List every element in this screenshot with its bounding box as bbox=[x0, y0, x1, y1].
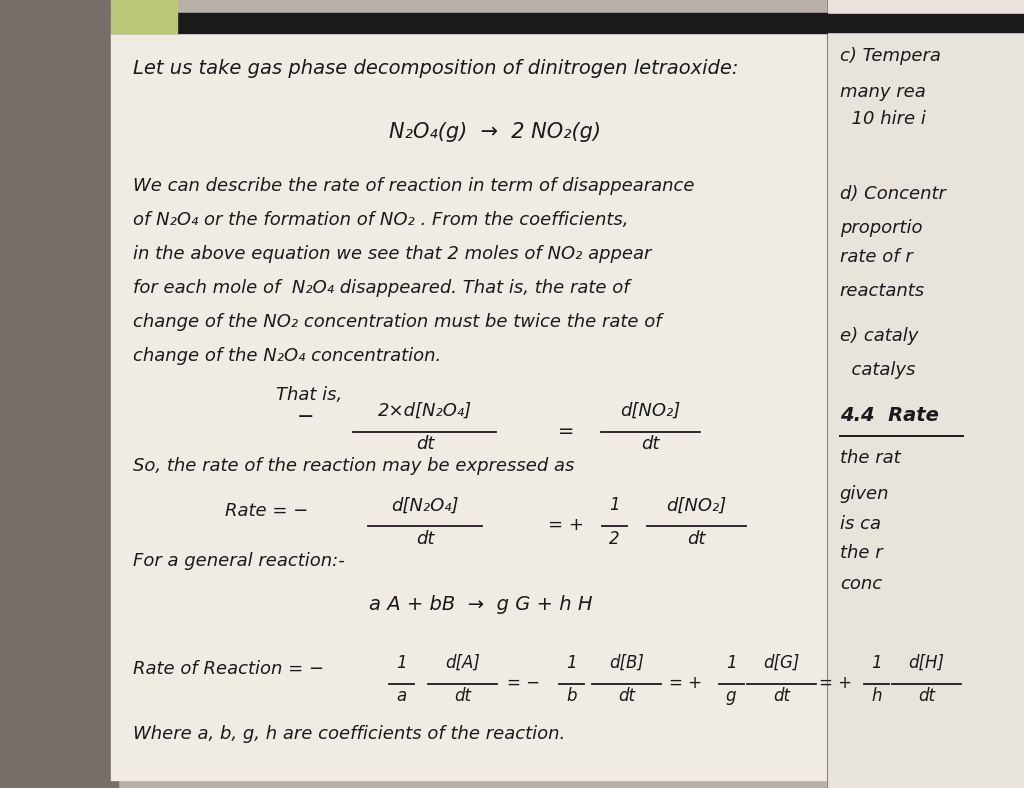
Bar bbox=[827, 14, 1024, 32]
Text: 2: 2 bbox=[609, 530, 620, 548]
Text: 4.4  Rate: 4.4 Rate bbox=[840, 406, 939, 425]
Text: dt: dt bbox=[919, 687, 935, 705]
Bar bbox=[827, 0, 1024, 788]
Text: dt: dt bbox=[687, 530, 706, 548]
Text: d[N₂O₄]: d[N₂O₄] bbox=[391, 496, 459, 515]
Text: d[A]: d[A] bbox=[445, 654, 480, 672]
Text: conc: conc bbox=[840, 575, 882, 593]
Text: many rea: many rea bbox=[840, 83, 926, 101]
Text: given: given bbox=[840, 485, 889, 503]
Text: reactants: reactants bbox=[840, 282, 925, 300]
Text: c) Tempera: c) Tempera bbox=[840, 47, 941, 65]
Text: g: g bbox=[726, 687, 736, 705]
Text: a A + bB  →  g G + h H: a A + bB → g G + h H bbox=[369, 595, 592, 614]
Text: dt: dt bbox=[773, 687, 790, 705]
Text: Let us take gas phase decomposition of dinitrogen letraoxide:: Let us take gas phase decomposition of d… bbox=[133, 59, 738, 78]
Text: d[H]: d[H] bbox=[908, 654, 945, 672]
Text: in the above equation we see that 2 moles of NO₂ appear: in the above equation we see that 2 mole… bbox=[133, 245, 651, 263]
Text: catalys: catalys bbox=[840, 361, 915, 379]
Text: N₂O₄(g)  →  2 NO₂(g): N₂O₄(g) → 2 NO₂(g) bbox=[389, 122, 601, 142]
Text: dt: dt bbox=[641, 435, 659, 453]
Text: a: a bbox=[396, 687, 407, 705]
Text: =: = bbox=[558, 422, 574, 440]
Text: the r: the r bbox=[840, 544, 883, 562]
Text: That is,: That is, bbox=[276, 386, 343, 404]
Text: the rat: the rat bbox=[840, 449, 900, 467]
Text: h: h bbox=[871, 687, 882, 705]
Text: d[NO₂]: d[NO₂] bbox=[667, 496, 726, 515]
Text: rate of r: rate of r bbox=[840, 248, 912, 266]
Text: 1: 1 bbox=[396, 654, 407, 672]
Text: = +: = + bbox=[819, 674, 852, 692]
Bar bbox=[111, 13, 827, 33]
Text: = −: = − bbox=[507, 674, 540, 692]
Text: 10 hire i: 10 hire i bbox=[840, 110, 926, 128]
Text: = +: = + bbox=[669, 674, 701, 692]
Bar bbox=[111, 16, 827, 780]
Text: proportio: proportio bbox=[840, 219, 923, 237]
Text: 1: 1 bbox=[566, 654, 577, 672]
Text: b: b bbox=[566, 687, 577, 705]
Text: dt: dt bbox=[416, 435, 434, 453]
Text: So, the rate of the reaction may be expressed as: So, the rate of the reaction may be expr… bbox=[133, 457, 574, 475]
Text: Rate = −: Rate = − bbox=[225, 502, 308, 520]
Text: d) Concentr: d) Concentr bbox=[840, 185, 945, 203]
Text: 1: 1 bbox=[726, 654, 736, 672]
Text: for each mole of  N₂O₄ disappeared. That is, the rate of: for each mole of N₂O₄ disappeared. That … bbox=[133, 279, 630, 297]
Text: dt: dt bbox=[416, 530, 434, 548]
Text: Where a, b, g, h are coefficients of the reaction.: Where a, b, g, h are coefficients of the… bbox=[133, 725, 565, 743]
Text: d[B]: d[B] bbox=[609, 654, 644, 672]
Text: We can describe the rate of reaction in term of disappearance: We can describe the rate of reaction in … bbox=[133, 177, 694, 195]
Text: of N₂O₄ or the formation of NO₂ . From the coefficients,: of N₂O₄ or the formation of NO₂ . From t… bbox=[133, 211, 629, 229]
Text: d[NO₂]: d[NO₂] bbox=[621, 402, 680, 420]
Text: For a general reaction:-: For a general reaction:- bbox=[133, 552, 345, 570]
Text: 1: 1 bbox=[609, 496, 620, 515]
Text: = +: = + bbox=[548, 516, 584, 534]
Text: dt: dt bbox=[455, 687, 471, 705]
Text: 2×d[N₂O₄]: 2×d[N₂O₄] bbox=[378, 402, 472, 420]
Text: is ca: is ca bbox=[840, 515, 881, 533]
Bar bbox=[111, 0, 177, 33]
Text: −: − bbox=[297, 407, 314, 427]
Text: 1: 1 bbox=[871, 654, 882, 672]
Text: change of the NO₂ concentration must be twice the rate of: change of the NO₂ concentration must be … bbox=[133, 313, 662, 331]
Text: dt: dt bbox=[618, 687, 635, 705]
Text: Rate of Reaction = −: Rate of Reaction = − bbox=[133, 660, 325, 678]
Text: e) cataly: e) cataly bbox=[840, 327, 919, 345]
Text: d[G]: d[G] bbox=[763, 654, 800, 672]
Bar bbox=[0, 0, 118, 788]
Text: change of the N₂O₄ concentration.: change of the N₂O₄ concentration. bbox=[133, 347, 441, 365]
